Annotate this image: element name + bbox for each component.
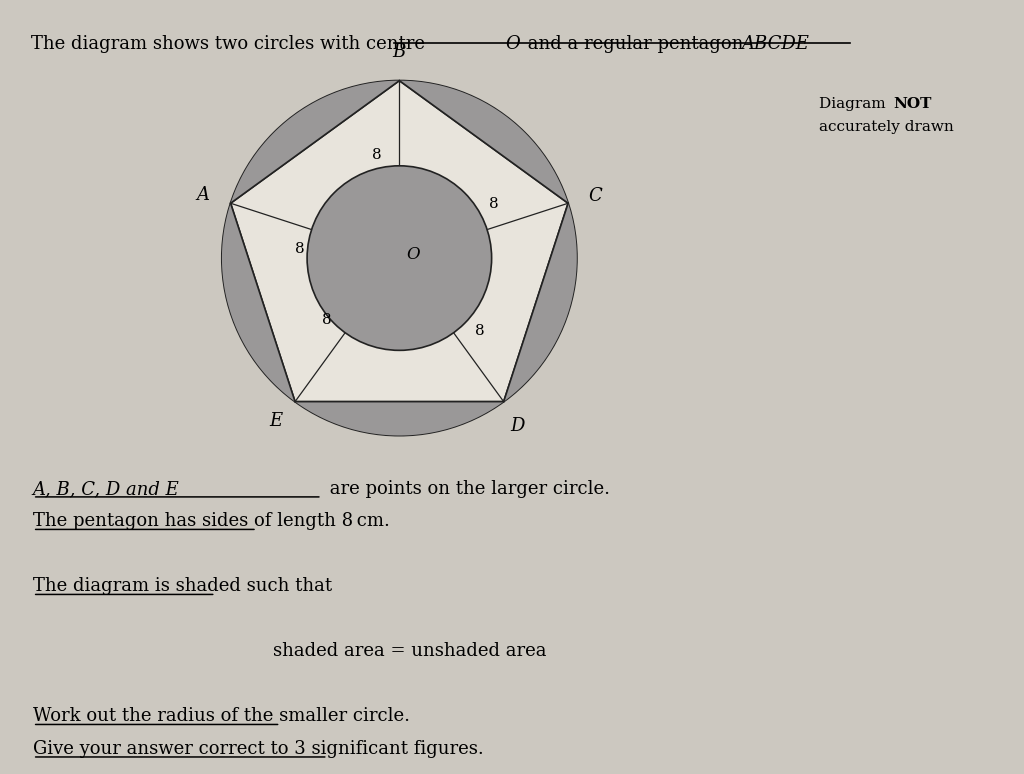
Text: 8: 8 [323, 313, 332, 327]
Text: 8: 8 [475, 324, 484, 338]
Text: NOT: NOT [893, 97, 931, 111]
Circle shape [222, 80, 577, 436]
Text: C: C [589, 187, 602, 205]
Text: accurately drawn: accurately drawn [819, 120, 954, 134]
Text: Give your answer correct to 3 significant figures.: Give your answer correct to 3 significan… [33, 740, 483, 758]
Text: E: E [269, 413, 283, 430]
Text: A: A [197, 186, 210, 204]
Polygon shape [504, 204, 577, 402]
Text: and a regular pentagon: and a regular pentagon [522, 35, 750, 53]
Text: The diagram shows two circles with centre: The diagram shows two circles with centr… [31, 35, 430, 53]
Text: shaded area = unshaded area: shaded area = unshaded area [272, 642, 547, 660]
Polygon shape [230, 80, 399, 204]
Text: O: O [407, 246, 420, 263]
Text: 8: 8 [488, 197, 499, 211]
Text: B: B [393, 43, 406, 61]
Text: A, B, C, D and E: A, B, C, D and E [33, 480, 179, 498]
Text: Diagram: Diagram [819, 97, 891, 111]
Text: D: D [510, 416, 524, 435]
Text: 8: 8 [295, 242, 304, 256]
Circle shape [307, 166, 492, 351]
Text: 8: 8 [373, 148, 382, 163]
Text: Work out the radius of the smaller circle.: Work out the radius of the smaller circl… [33, 707, 410, 725]
Polygon shape [399, 80, 568, 204]
Text: The diagram is shaded such that: The diagram is shaded such that [33, 577, 332, 595]
Text: The pentagon has sides of length 8 cm.: The pentagon has sides of length 8 cm. [33, 512, 390, 530]
Text: O: O [505, 35, 519, 53]
Polygon shape [295, 402, 504, 436]
Polygon shape [230, 80, 568, 402]
Text: ABCDE: ABCDE [741, 35, 809, 53]
Text: are points on the larger circle.: are points on the larger circle. [324, 480, 609, 498]
Polygon shape [222, 204, 295, 402]
